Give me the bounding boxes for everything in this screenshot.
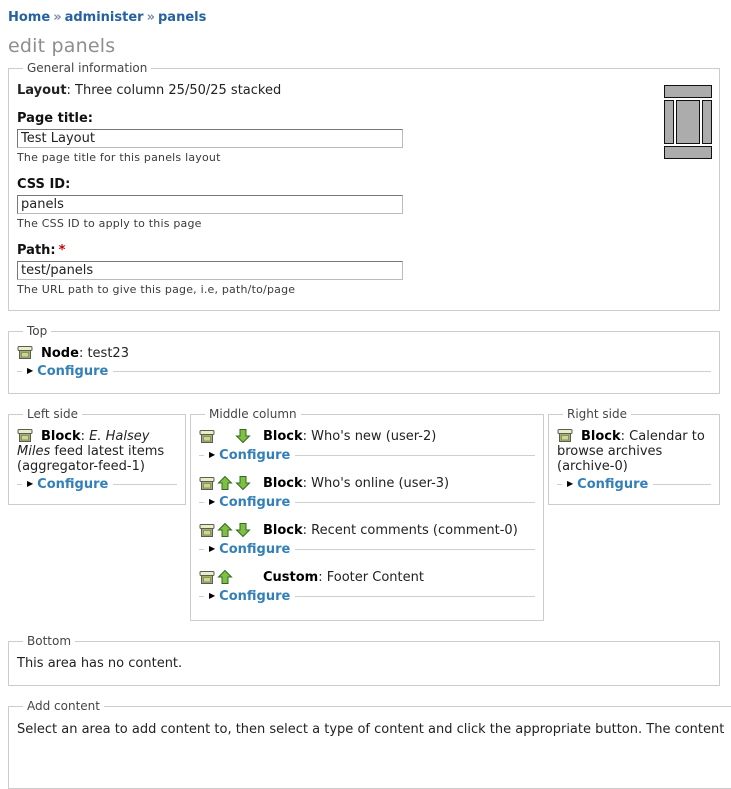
breadcrumb-separator-icon: » [146, 10, 155, 25]
collapsed-arrow-icon: ▶ [209, 450, 216, 459]
layout-thumb-top-bar [664, 85, 712, 98]
pane-title: Block: Who's new (user-2) [263, 428, 437, 444]
bottom-area-fieldset: Bottom This area has no content. [8, 634, 720, 686]
css-id-label: CSS ID: [17, 177, 71, 192]
page-title-input[interactable] [17, 129, 403, 148]
pane-title: Block: Recent comments (comment-0) [263, 522, 518, 538]
trash-icon[interactable] [199, 569, 215, 585]
pane-title: Block: E. Halsey Miles feed latest items… [17, 429, 165, 474]
pane-title: Block: Calendar to browse archives (arch… [557, 429, 705, 474]
breadcrumb-link-panels[interactable]: panels [157, 10, 207, 25]
icon-spacer [235, 569, 251, 585]
trash-icon[interactable] [199, 428, 215, 444]
configure-collapsed-fieldset: ▶ Configure [199, 541, 535, 557]
configure-link[interactable]: Configure [219, 588, 291, 604]
page-title-description: The page title for this panels layout [17, 151, 221, 164]
pane-title: Custom: Footer Content [263, 569, 424, 585]
move-up-icon[interactable] [217, 522, 233, 538]
configure-collapsed-fieldset: ▶ Configure [199, 494, 535, 510]
collapsed-arrow-icon: ▶ [27, 366, 34, 375]
pane-custom-footer-content: Custom: Footer Content ▶ Configure [199, 568, 535, 604]
icon-spacer [217, 428, 233, 444]
pane-block-archive: Block: Calendar to browse archives (arch… [557, 427, 711, 492]
configure-link[interactable]: Configure [577, 476, 649, 492]
pane-node-test23: Node: test23 ▶ Configure [17, 344, 711, 379]
pane-block-whos-new: Block: Who's new (user-2) ▶ Configure [199, 427, 535, 463]
layout-summary: Layout: Three column 25/50/25 stacked [17, 83, 282, 98]
trash-icon[interactable] [17, 344, 33, 360]
breadcrumb: Home» administer» panels [8, 10, 720, 25]
left-side-legend: Left side [27, 407, 78, 421]
configure-link[interactable]: Configure [37, 476, 109, 492]
panel-columns: Left side Block: E. Halsey Miles feed la… [8, 407, 720, 621]
trash-icon[interactable] [17, 427, 33, 443]
pane-block-whos-online: Block: Who's online (user-3) ▶ Configure [199, 474, 535, 510]
right-side-legend: Right side [567, 407, 627, 421]
trash-icon[interactable] [199, 522, 215, 538]
move-up-icon[interactable] [217, 475, 233, 491]
css-id-input[interactable] [17, 195, 403, 214]
path-input[interactable] [17, 261, 403, 280]
pane-block-recent-comments: Block: Recent comments (comment-0) ▶ Conf… [199, 521, 535, 557]
css-id-form-item: CSS ID: The CSS ID to apply to this page [17, 177, 711, 230]
add-content-fieldset: Add content Select an area to add conten… [8, 699, 731, 789]
left-side-fieldset: Left side Block: E. Halsey Miles feed la… [8, 407, 186, 505]
layout-thumb-bottom-bar [664, 146, 712, 159]
configure-collapsed-fieldset: ▶ Configure [557, 476, 711, 492]
layout-thumb-left-col [664, 100, 674, 144]
configure-collapsed-fieldset: ▶ Configure [199, 588, 535, 604]
trash-icon[interactable] [199, 475, 215, 491]
bottom-area-legend: Bottom [27, 634, 72, 648]
move-up-icon[interactable] [217, 569, 233, 585]
collapsed-arrow-icon: ▶ [567, 479, 574, 488]
configure-link[interactable]: Configure [219, 541, 291, 557]
middle-column-fieldset: Middle column Block: Who's new (user-2) … [190, 407, 544, 621]
configure-link[interactable]: Configure [219, 447, 291, 463]
bottom-area-empty-text: This area has no content. [17, 656, 183, 671]
configure-link[interactable]: Configure [37, 363, 109, 379]
layout-thumb-center-col [676, 100, 700, 144]
page-title-form-item: Page title: The page title for this pane… [17, 111, 711, 164]
layout-thumb-columns [664, 100, 712, 144]
configure-collapsed-fieldset: ▶ Configure [199, 447, 535, 463]
right-side-fieldset: Right side Block: Calendar to browse arc… [548, 407, 720, 505]
add-content-legend: Add content [27, 699, 100, 713]
move-down-icon[interactable] [235, 428, 251, 444]
pane-title: Block: Who's online (user-3) [263, 475, 450, 491]
top-area-fieldset: Top Node: test23 ▶ Configure [8, 324, 720, 394]
breadcrumb-link-home[interactable]: Home [8, 10, 51, 25]
configure-link[interactable]: Configure [219, 494, 291, 510]
general-information-fieldset: General information Layout: Three column… [8, 61, 720, 311]
configure-collapsed-fieldset: ▶ Configure [17, 363, 711, 379]
move-down-icon[interactable] [235, 522, 251, 538]
required-marker: * [58, 243, 66, 258]
collapsed-arrow-icon: ▶ [209, 544, 216, 553]
path-form-item: Path:* The URL path to give this page, i… [17, 243, 711, 296]
configure-collapsed-fieldset: ▶ Configure [17, 476, 177, 492]
layout-thumb-right-col [702, 100, 712, 144]
page-title-label: Page title: [17, 111, 93, 126]
css-id-description: The CSS ID to apply to this page [17, 217, 202, 230]
move-down-icon[interactable] [235, 475, 251, 491]
add-content-intro-text: Select an area to add content to, then s… [17, 722, 725, 737]
collapsed-arrow-icon: ▶ [27, 479, 34, 488]
general-information-legend: General information [27, 61, 148, 75]
pane-block-aggregator: Block: E. Halsey Miles feed latest items… [17, 427, 177, 492]
page-title: edit panels [8, 35, 116, 57]
collapsed-arrow-icon: ▶ [209, 591, 216, 600]
path-description: The URL path to give this page, i.e, pat… [17, 283, 296, 296]
breadcrumb-link-administer[interactable]: administer [64, 10, 144, 25]
top-area-legend: Top [27, 324, 48, 338]
path-label: Path: * [17, 243, 66, 258]
collapsed-arrow-icon: ▶ [209, 497, 216, 506]
middle-column-legend: Middle column [209, 407, 297, 421]
layout-thumbnail-icon [664, 85, 712, 161]
pane-title: Node: test23 [41, 346, 129, 361]
trash-icon[interactable] [557, 427, 573, 443]
breadcrumb-separator-icon: » [53, 10, 62, 25]
